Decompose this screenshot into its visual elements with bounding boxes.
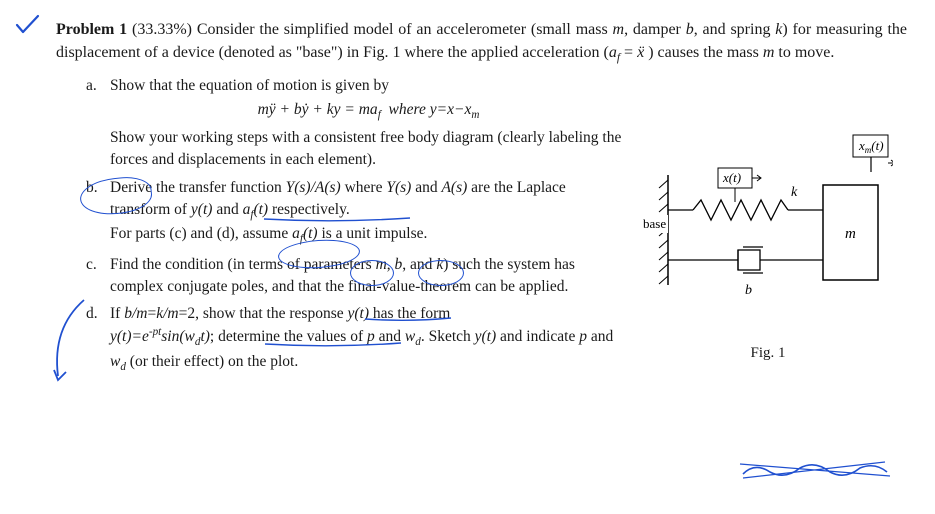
part-a-equation: mÿ + bẏ + ky = maf where y=x−xm [110,99,627,124]
scribble-annotation [735,454,895,484]
part-a-label: a. [86,75,110,171]
figure-caption: Fig. 1 [643,345,893,362]
fig-xm-label: xm(t) [858,138,884,155]
checkmark-icon [14,12,40,38]
figure-1-svg: xm(t) base x(t) k [643,130,893,340]
part-b-label: b. [86,177,110,248]
fig-base-label: base [643,216,666,231]
fig-k-label: k [791,185,798,200]
fig-b-label: b [745,283,752,298]
problem-percent: (33.33%) [132,21,192,38]
part-a-line1: Show that the equation of motion is give… [110,75,627,97]
part-c-label: c. [86,254,110,297]
fig-m-label: m [845,226,856,242]
part-b-text: Derive the transfer function Y(s)/A(s) w… [110,177,627,223]
problem-title: Problem 1 [56,21,127,38]
part-d-label: d. [86,303,110,375]
problem-intro: Problem 1 (33.33%) Consider the simplifi… [38,18,907,67]
part-b-note: For parts (c) and (d), assume af(t) is a… [110,223,627,248]
part-a-line2: Show your working steps with a consisten… [110,127,627,170]
fig-x-label: x(t) [722,170,741,185]
figure-1: xm(t) base x(t) k [643,130,893,360]
